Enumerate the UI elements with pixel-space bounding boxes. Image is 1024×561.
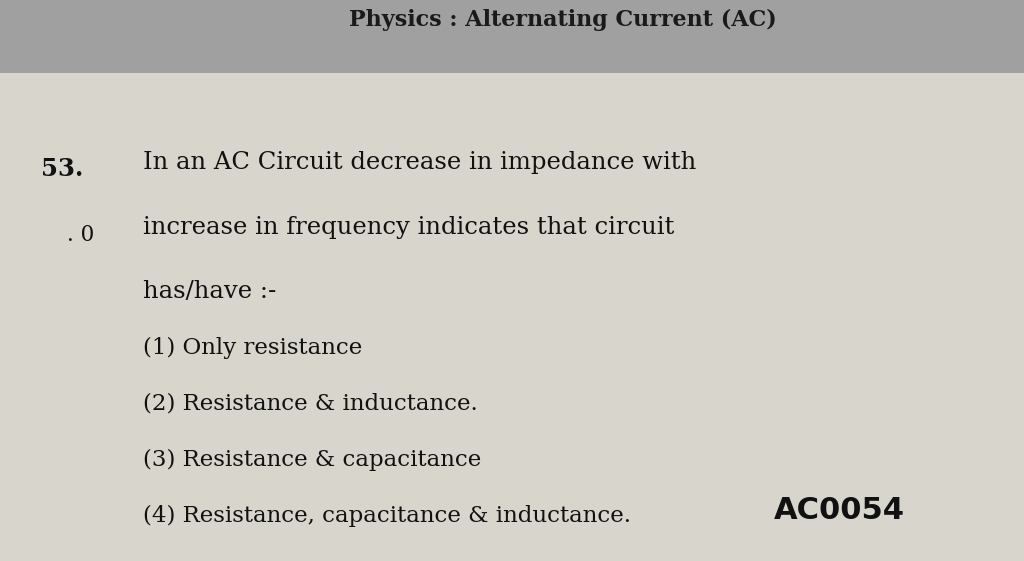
Text: Physics : Alternating Current (AC): Physics : Alternating Current (AC) — [349, 8, 777, 31]
Text: AC0054: AC0054 — [774, 495, 905, 525]
Text: increase in frequency indicates that circuit: increase in frequency indicates that cir… — [143, 216, 675, 239]
Text: 53.: 53. — [41, 157, 83, 181]
FancyBboxPatch shape — [0, 0, 1024, 73]
Text: (1) Only resistance: (1) Only resistance — [143, 337, 362, 358]
Text: has/have :-: has/have :- — [143, 280, 276, 304]
Text: . 0: . 0 — [67, 224, 94, 246]
Text: (3) Resistance & capacitance: (3) Resistance & capacitance — [143, 449, 481, 471]
Text: (2) Resistance & inductance.: (2) Resistance & inductance. — [143, 393, 478, 415]
Text: In an AC Circuit decrease in impedance with: In an AC Circuit decrease in impedance w… — [143, 151, 696, 174]
Text: (4) Resistance, capacitance & inductance.: (4) Resistance, capacitance & inductance… — [143, 505, 632, 527]
